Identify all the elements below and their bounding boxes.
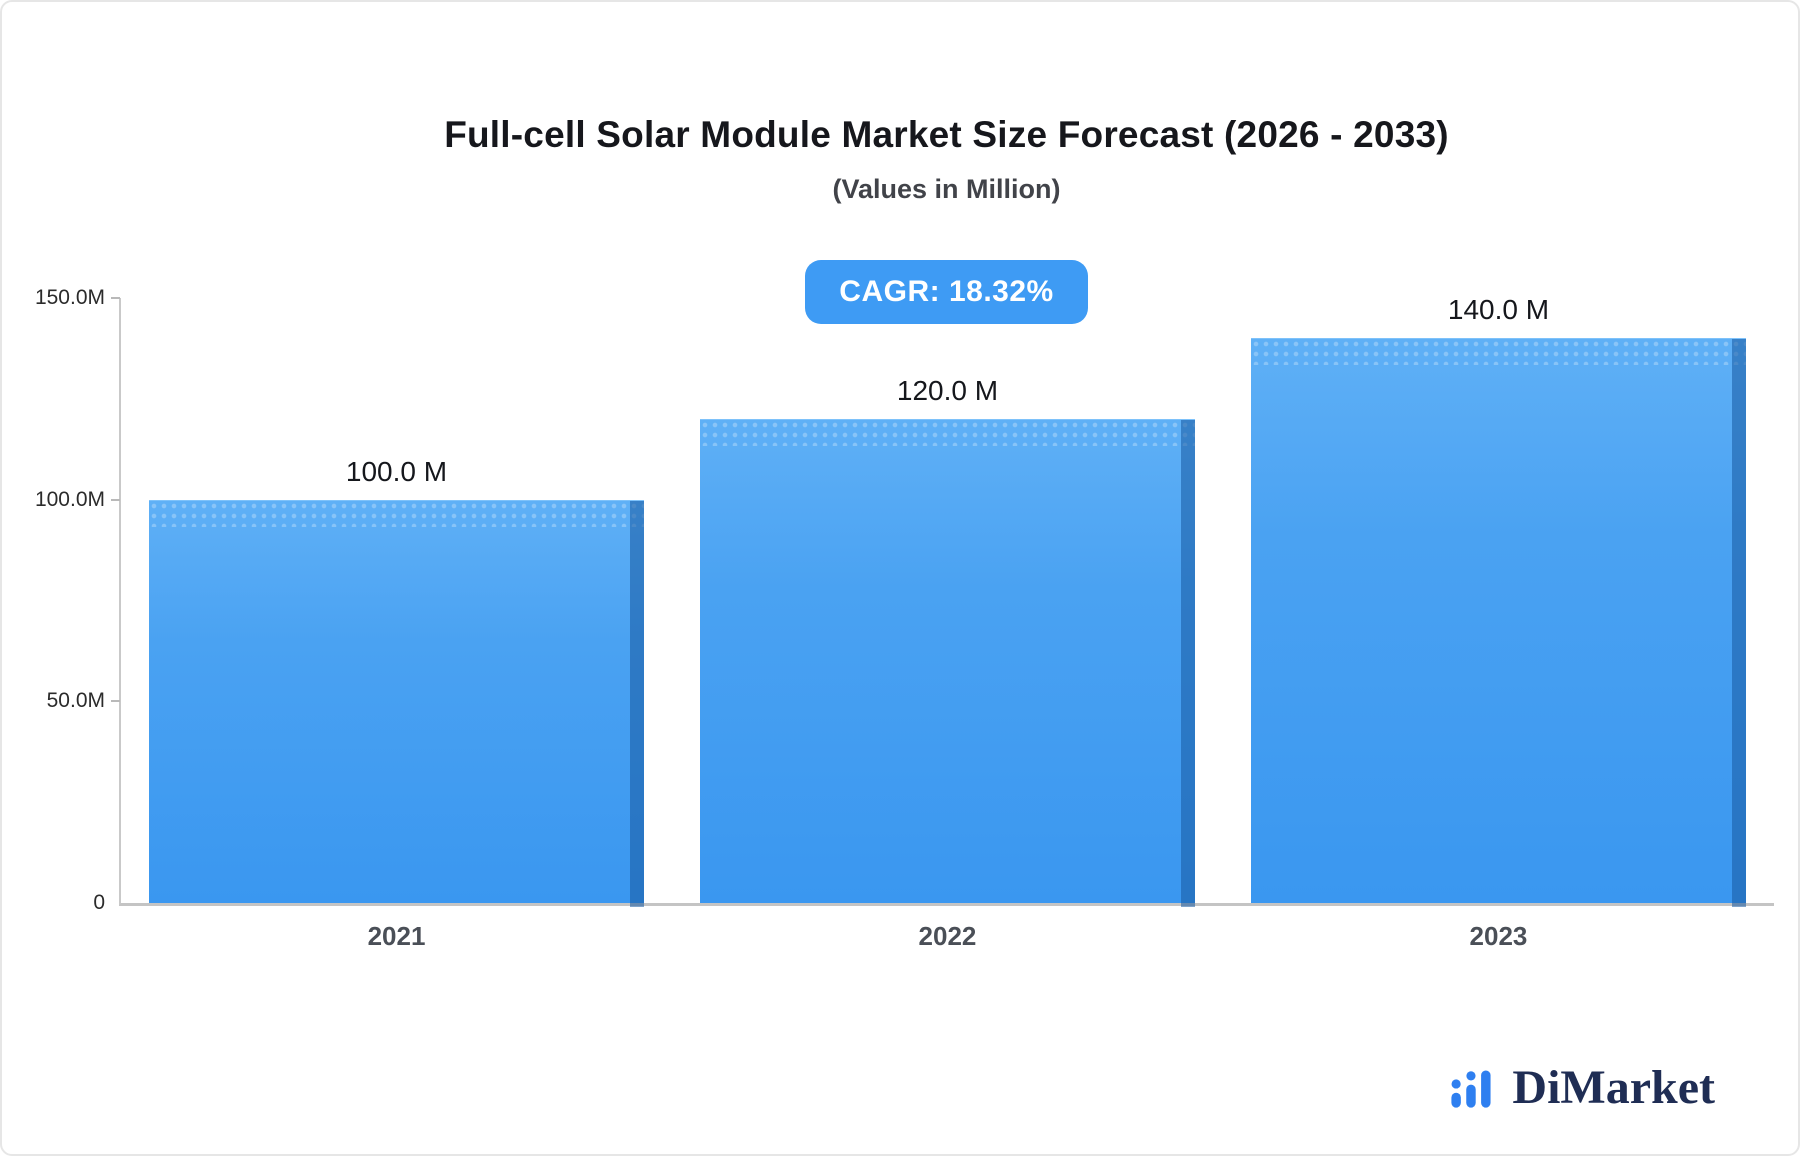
y-tick-mark	[111, 297, 120, 299]
bar-2021	[148, 499, 645, 908]
y-tick-label: 50.0M	[46, 689, 105, 713]
bar-chart-icon	[1446, 1061, 1500, 1115]
y-tick-mark	[111, 498, 120, 501]
bar-slot-2022: 120.0 M 2022	[672, 298, 1223, 951]
y-tick-mark	[111, 700, 120, 703]
chart-subtitle: (Values in Million)	[832, 174, 1061, 204]
bar-slot-2021: 100.0 M 2021	[121, 298, 672, 951]
x-category-label-2022: 2022	[918, 921, 977, 951]
brand-logo-text: DiMarket	[1512, 1061, 1715, 1114]
chart-title: Full-cell Solar Module Market Size Forec…	[444, 114, 1449, 155]
bar-slot-2023: 140.0 M 2023	[1223, 294, 1774, 951]
y-tick-label: 150.0M	[34, 286, 105, 309]
bar-value-label-2023: 140.0 M	[1447, 294, 1550, 326]
bar-2022	[699, 419, 1196, 907]
bar-value-label-2021: 100.0 M	[345, 455, 448, 487]
bar-2023	[1250, 338, 1747, 907]
x-category-label-2021: 2021	[367, 921, 426, 951]
x-category-label-2023: 2023	[1469, 921, 1528, 951]
brand-logo: DiMarket	[1446, 1060, 1715, 1115]
plot-area: 150.0M 100.0M 50.0M 0 100.0 M 2021 120.0 M 2022…	[35, 286, 1774, 951]
y-tick-label: 100.0M	[34, 487, 105, 511]
bar-value-label-2022: 120.0 M	[896, 375, 999, 406]
y-tick-label: 0	[93, 891, 105, 914]
